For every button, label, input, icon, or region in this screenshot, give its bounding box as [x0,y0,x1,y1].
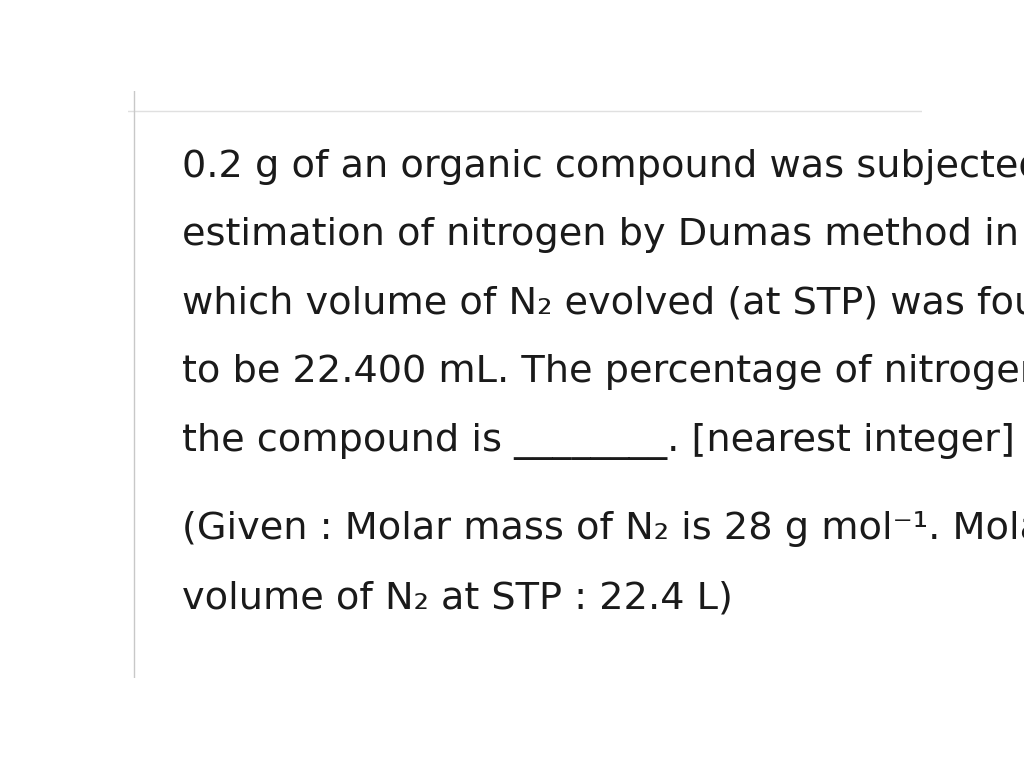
Text: 0.2 g of an organic compound was subjected to: 0.2 g of an organic compound was subject… [182,149,1024,184]
Text: volume of N₂ at STP : 22.4 L): volume of N₂ at STP : 22.4 L) [182,581,733,617]
Text: to be 22.400 mL. The percentage of nitrogen in: to be 22.400 mL. The percentage of nitro… [182,354,1024,390]
Text: estimation of nitrogen by Dumas method in: estimation of nitrogen by Dumas method i… [182,217,1019,253]
Text: (Given : Molar mass of N₂ is 28 g mol⁻¹. Molar: (Given : Molar mass of N₂ is 28 g mol⁻¹.… [182,511,1024,547]
Text: the compound is ________. [nearest integer]: the compound is ________. [nearest integ… [182,423,1015,460]
Text: which volume of N₂ evolved (at STP) was found: which volume of N₂ evolved (at STP) was … [182,286,1024,322]
